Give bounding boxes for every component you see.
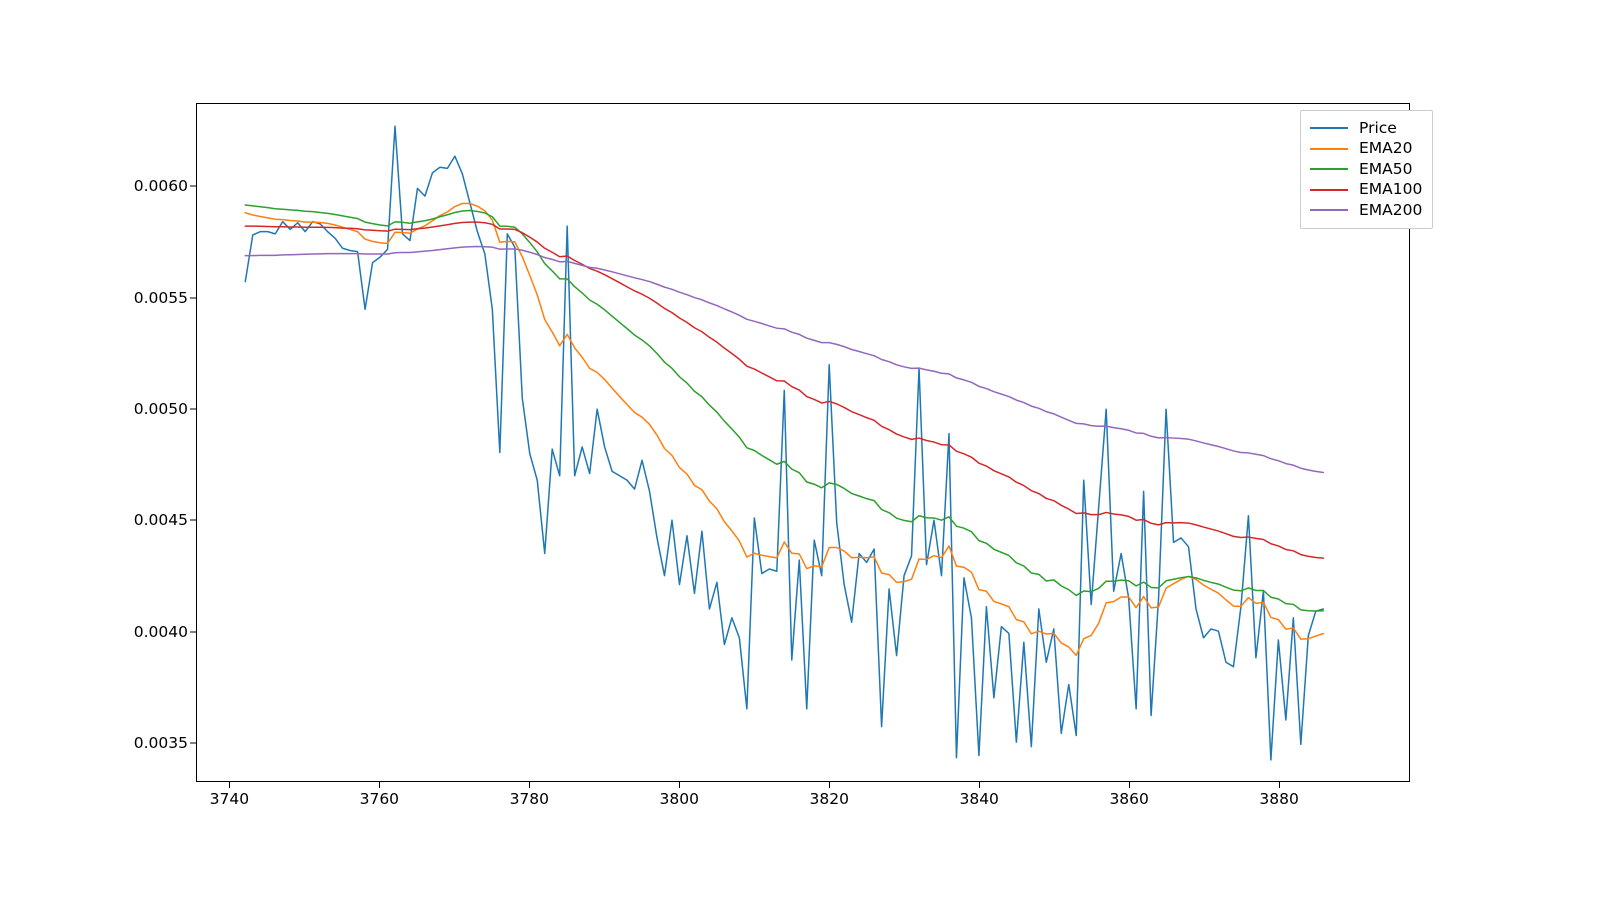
chart-legend[interactable]: Price EMA20 EMA50 EMA100 EMA200 [1300, 110, 1434, 229]
y-tick-mark [190, 631, 196, 633]
x-tick-label: 3780 [509, 790, 550, 808]
y-tick-mark [190, 185, 196, 187]
series-line-price [245, 126, 1323, 760]
y-tick-label: 0.0040 [133, 622, 188, 641]
x-tick-label: 3860 [1109, 790, 1149, 808]
y-axis-tick-labels: 0.0035 0.0040 0.0045 0.0050 0.0055 0.0060 [68, 103, 188, 782]
x-tick-label: 3820 [809, 790, 849, 808]
plot-lines [197, 104, 1409, 781]
y-tick-mark [190, 519, 196, 521]
legend-item-ema200[interactable]: EMA200 [1310, 200, 1422, 221]
legend-item-price[interactable]: Price [1310, 118, 1422, 139]
legend-item-ema50[interactable]: EMA50 [1310, 159, 1422, 180]
x-tick-mark [1129, 782, 1131, 788]
legend-label: Price [1359, 118, 1397, 137]
legend-label: EMA100 [1359, 180, 1423, 198]
x-tick-mark [679, 782, 681, 788]
x-tick-mark [229, 782, 231, 788]
legend-color-swatch [1310, 168, 1348, 171]
x-tick-label: 3880 [1259, 790, 1299, 808]
y-tick-label: 0.0045 [133, 511, 188, 530]
plot-axes [196, 103, 1410, 782]
y-tick-mark [190, 408, 196, 410]
series-line-ema20 [245, 203, 1323, 655]
legend-color-swatch [1310, 147, 1348, 150]
x-tick-mark [379, 782, 381, 788]
x-axis-tick-labels: 3740 3760 3780 3800 3820 3840 3860 3880 [0, 790, 1600, 818]
y-tick-label: 0.0060 [133, 177, 188, 196]
legend-label: EMA200 [1359, 200, 1423, 219]
legend-item-ema100[interactable]: EMA100 [1310, 180, 1422, 201]
x-tick-mark [979, 782, 981, 788]
x-tick-label: 3740 [209, 790, 250, 808]
y-tick-label: 0.0050 [133, 400, 188, 419]
series-line-ema50 [245, 205, 1323, 611]
x-tick-mark [529, 782, 531, 788]
legend-label: EMA50 [1359, 159, 1413, 178]
y-tick-label: 0.0035 [133, 734, 188, 753]
legend-item-ema20[interactable]: EMA20 [1310, 139, 1422, 160]
y-tick-mark [190, 297, 196, 299]
y-tick-label: 0.0055 [133, 288, 188, 307]
y-tick-mark [190, 742, 196, 744]
legend-color-swatch [1310, 209, 1348, 212]
x-tick-label: 3840 [959, 790, 999, 808]
legend-label: EMA20 [1359, 139, 1413, 157]
x-tick-mark [1279, 782, 1281, 788]
series-line-ema100 [245, 222, 1323, 558]
legend-color-swatch [1310, 127, 1348, 130]
x-tick-label: 3800 [659, 790, 699, 808]
x-tick-mark [829, 782, 831, 788]
x-tick-label: 3760 [359, 790, 400, 808]
series-line-ema200 [245, 246, 1323, 472]
legend-color-swatch [1310, 188, 1348, 191]
